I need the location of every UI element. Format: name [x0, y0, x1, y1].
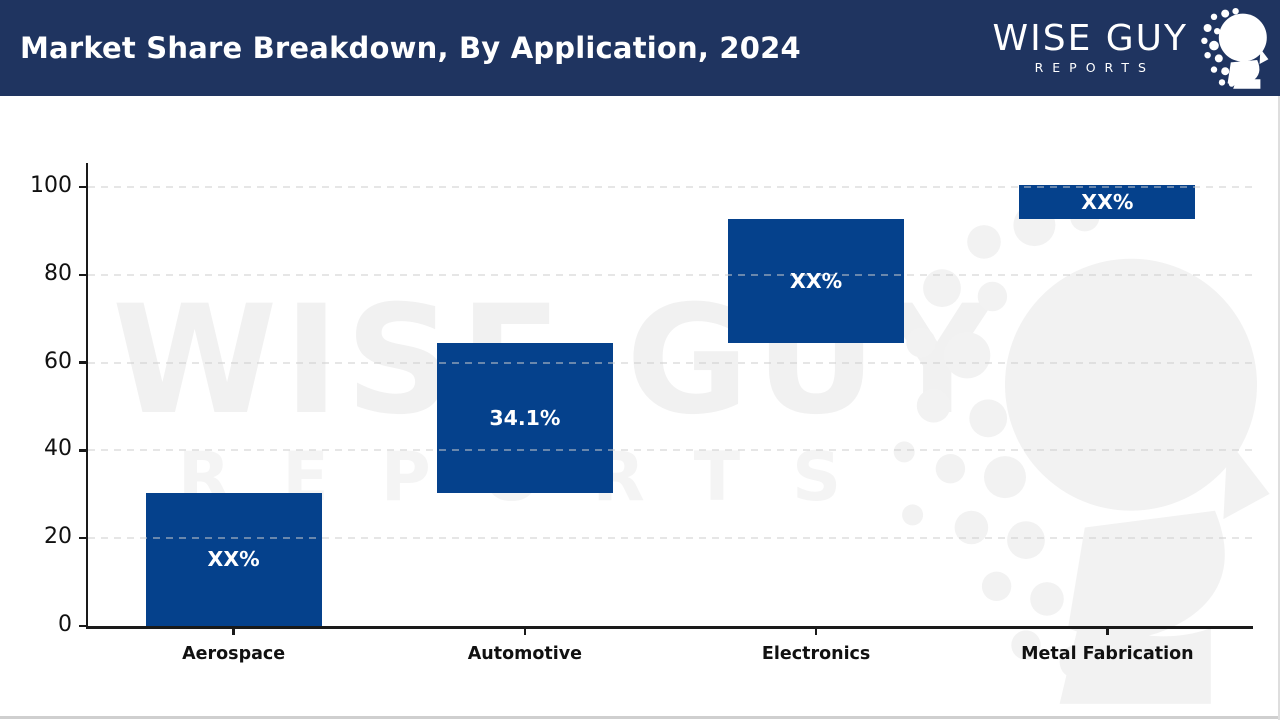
gridline-100 — [88, 185, 1253, 189]
watermark-head-icon — [893, 204, 1270, 704]
wise-guy-reports-logo: WISE GUY REPORTS — [993, 7, 1280, 89]
x-axis-spine — [85, 626, 1253, 629]
bar-aerospace — [145, 492, 322, 626]
x-tick-mark-aerospace — [232, 627, 235, 635]
gridline-40 — [88, 449, 1253, 452]
gridline-60 — [88, 361, 1253, 364]
y-tick-mark-40 — [79, 449, 88, 452]
bar-electronics — [728, 219, 905, 344]
y-tick-label-40: 40 — [44, 436, 72, 462]
x-axis-label-electronics: Electronics — [761, 644, 871, 664]
y-tick-mark-20 — [79, 536, 88, 540]
x-axis-label-automotive: Automotive — [467, 644, 583, 664]
right-rule — [1278, 96, 1280, 720]
y-tick-mark-0 — [79, 624, 88, 628]
x-axis-label-metal-fabrication: Metal Fabrication — [1021, 644, 1194, 664]
bar-value-label-electronics: XX% — [790, 269, 843, 294]
y-axis-spine — [85, 163, 88, 629]
y-tick-mark-100 — [79, 185, 88, 189]
y-tick-label-20: 20 — [44, 524, 72, 550]
y-tick-label-80: 80 — [44, 260, 72, 286]
x-tick-mark-electronics — [814, 627, 818, 635]
x-axis-label-aerospace: Aerospace — [182, 644, 286, 664]
header-bar: Market Share Breakdown, By Application, … — [0, 0, 1280, 96]
y-tick-label-60: 60 — [44, 348, 72, 374]
x-tick-mark-automotive — [523, 627, 527, 635]
bar-value-label-automotive: 34.1% — [489, 406, 561, 431]
logo-head-icon — [1201, 8, 1269, 89]
y-tick-label-0: 0 — [58, 612, 72, 637]
bar-automotive — [436, 343, 613, 493]
logo-text: WISE GUY REPORTS — [992, 18, 1189, 76]
bar-metal-fabrication — [1019, 184, 1196, 220]
logo-subtitle: REPORTS — [1034, 60, 1155, 75]
x-tick-mark-metal-fabrication — [1106, 627, 1109, 635]
gridline-80 — [88, 273, 1253, 276]
y-tick-label-100: 100 — [30, 173, 72, 198]
bar-value-label-aerospace: XX% — [207, 547, 260, 572]
gridline-20 — [88, 537, 1253, 540]
chart-area: WISE GUY REPORTS 020406080100XX%34.1%XX%… — [0, 96, 1280, 720]
y-tick-mark-80 — [79, 273, 88, 277]
bottom-rule — [0, 716, 1280, 719]
logo-wordmark: WISE GUY — [992, 18, 1188, 59]
bar-value-label-metal-fabrication: XX% — [1081, 190, 1134, 215]
y-tick-mark-60 — [79, 361, 88, 364]
page-title: Market Share Breakdown, By Application, … — [20, 31, 801, 65]
